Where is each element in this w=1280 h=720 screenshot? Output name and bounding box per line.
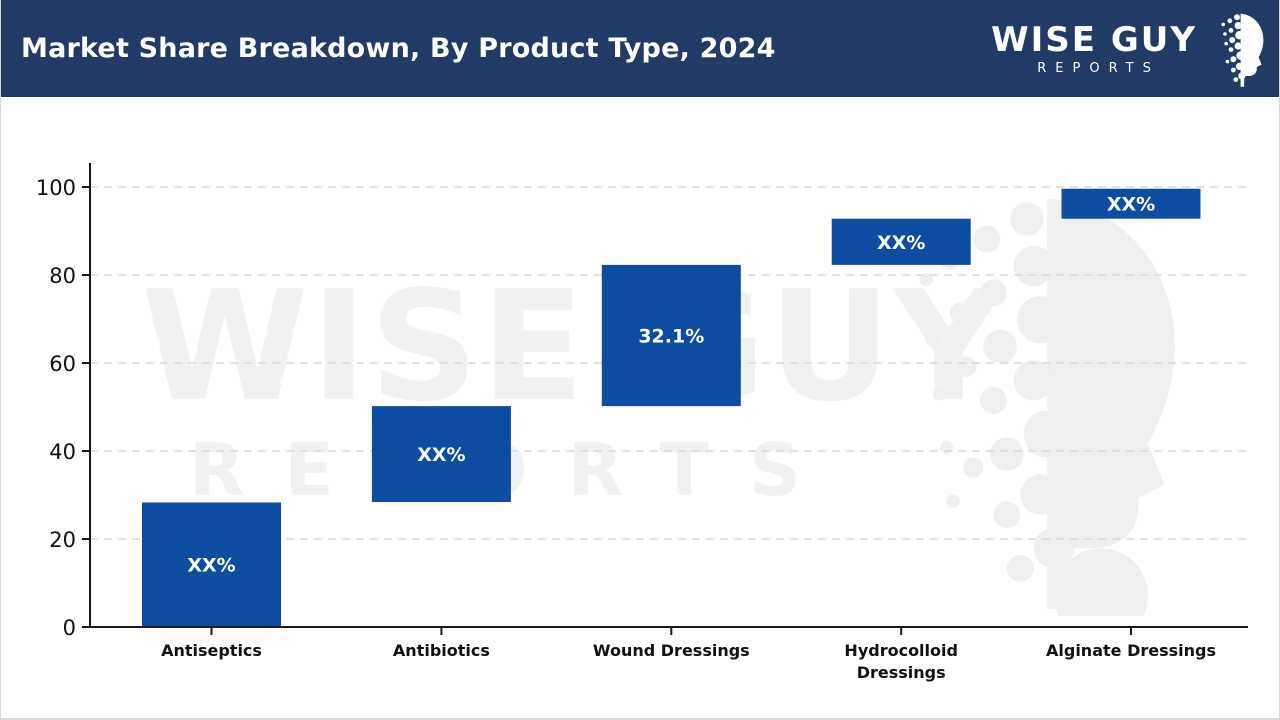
bar-value-label: XX% xyxy=(417,444,465,466)
x-tick-label: Antibiotics xyxy=(393,641,490,660)
wiseguy-logo: WISE GUY REPORTS xyxy=(991,10,1279,88)
x-tick-label: Alginate Dressings xyxy=(1046,641,1216,660)
y-tick-label: 20 xyxy=(49,528,76,552)
y-tick-label: 0 xyxy=(63,616,76,640)
y-tick-label: 80 xyxy=(49,264,76,288)
x-tick-label: Antiseptics xyxy=(161,641,262,660)
header-bar: Market Share Breakdown, By Product Type,… xyxy=(1,0,1279,97)
wiseguy-head-icon xyxy=(1221,13,1264,87)
x-tick-label: Dressings xyxy=(857,663,946,682)
y-tick-label: 40 xyxy=(49,440,76,464)
x-tick-label: Wound Dressings xyxy=(593,641,750,660)
y-tick-label: 60 xyxy=(49,352,76,376)
bar-value-label: XX% xyxy=(187,555,235,577)
wiseguy-logo-text: WISE GUY REPORTS xyxy=(991,23,1197,75)
logo-wordmark: WISE GUY xyxy=(991,19,1197,60)
page-title: Market Share Breakdown, By Product Type,… xyxy=(21,33,776,64)
bar-value-label: XX% xyxy=(1107,194,1155,216)
logo-subtitle: REPORTS xyxy=(1037,60,1160,76)
bar-value-label: XX% xyxy=(877,232,925,254)
y-tick-label: 100 xyxy=(36,176,76,200)
bar xyxy=(142,502,281,627)
bar xyxy=(371,406,511,503)
x-tick-label: Hydrocolloid xyxy=(844,641,958,660)
bar xyxy=(601,264,741,407)
bar-value-label: 32.1% xyxy=(638,326,704,348)
